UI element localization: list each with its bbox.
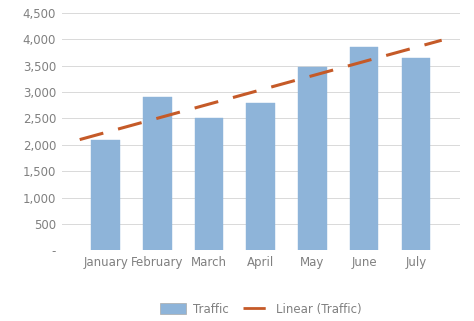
Bar xyxy=(91,140,120,250)
Bar xyxy=(401,58,430,250)
Bar xyxy=(143,97,172,250)
Bar xyxy=(298,67,327,250)
Bar xyxy=(246,103,275,250)
Legend: Traffic, Linear (Traffic): Traffic, Linear (Traffic) xyxy=(155,298,366,320)
Bar xyxy=(195,118,223,250)
Bar xyxy=(350,47,378,250)
